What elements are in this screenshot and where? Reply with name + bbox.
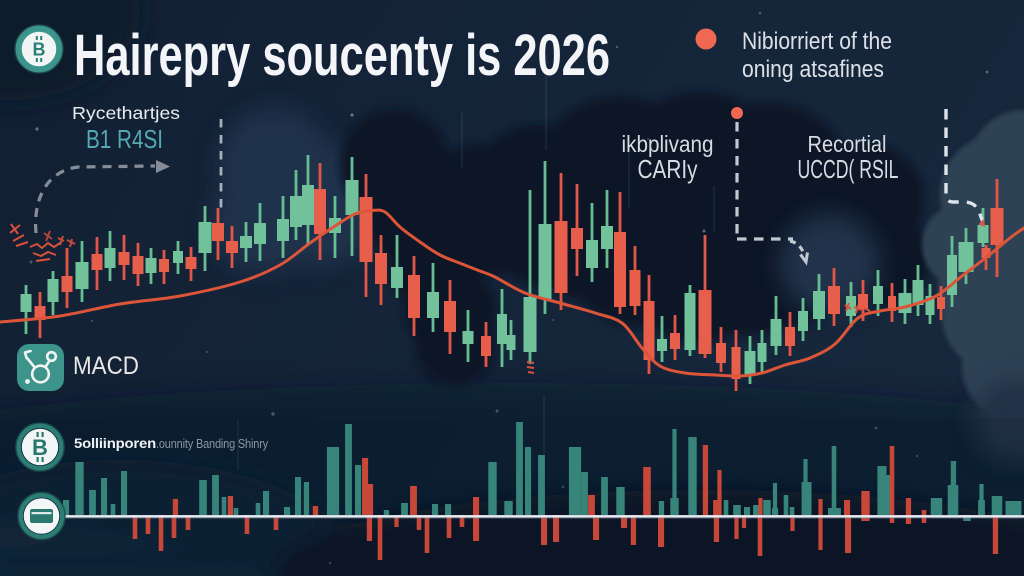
svg-text:Nibiorriert of the: Nibiorriert of the <box>742 28 892 55</box>
svg-text:Rycethartjes: Rycethartjes <box>72 103 180 123</box>
svg-text:ikbplivang: ikbplivang <box>622 131 714 157</box>
svg-text:oning atsafines: oning atsafines <box>742 56 884 83</box>
svg-text:B1 R4SI: B1 R4SI <box>86 124 163 154</box>
svg-text:B: B <box>33 40 46 60</box>
svg-text:MACD: MACD <box>73 352 139 380</box>
svg-text:B: B <box>32 435 48 460</box>
svg-text:Hairepry soucenty is 2026: Hairepry soucenty is 2026 <box>74 23 610 88</box>
svg-text:5olliinporen.ounnity Banding S: 5olliinporen.ounnity Banding Shinry <box>74 435 268 451</box>
svg-text:CARIy: CARIy <box>638 154 698 184</box>
svg-text:Recortial: Recortial <box>808 131 887 157</box>
svg-text:UCCD( RSIL: UCCD( RSIL <box>798 154 899 184</box>
